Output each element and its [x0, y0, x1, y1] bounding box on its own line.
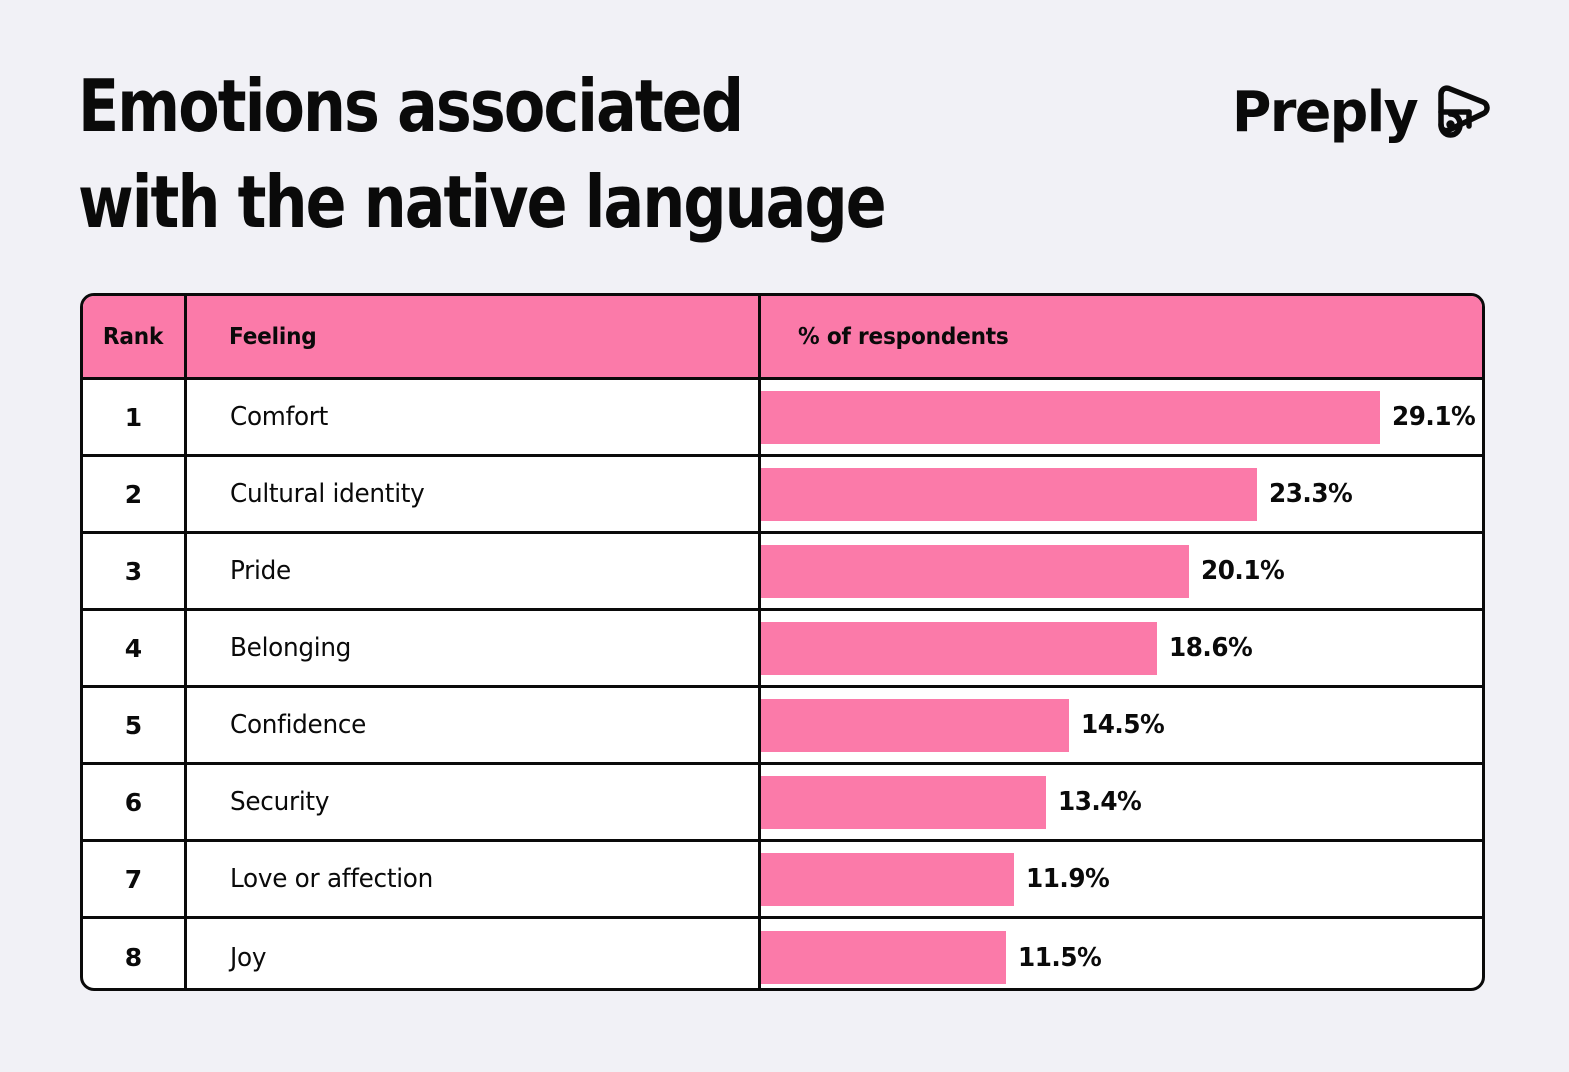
cell-feeling: Love or affection: [187, 842, 761, 916]
header-label-percent: % of respondents: [798, 323, 1009, 350]
table-body: 1 Comfort 29.1% 2 Cultural identity 23.3% 3 Pri…: [83, 380, 1482, 988]
cell-percent: 20.1%: [761, 534, 1482, 608]
percent-bar: [761, 390, 1380, 444]
percent-value-label: 23.3%: [1268, 479, 1353, 509]
table-row: 2 Cultural identity 23.3%: [83, 457, 1482, 534]
header-label-feeling: Feeling: [229, 323, 317, 350]
rank-value: 6: [124, 787, 143, 817]
percent-value-label: 20.1%: [1200, 556, 1285, 586]
header-cell-feeling: Feeling: [187, 296, 761, 377]
percent-value-label: 29.1%: [1391, 402, 1476, 432]
cell-feeling: Cultural identity: [187, 457, 761, 531]
table-row: 7 Love or affection 11.9%: [83, 842, 1482, 919]
page-title-line-1: Emotions associated: [78, 64, 744, 148]
cell-feeling: Joy: [187, 919, 761, 988]
feeling-value: Security: [230, 787, 330, 817]
cell-feeling: Belonging: [187, 611, 761, 685]
table-row: 1 Comfort 29.1%: [83, 380, 1482, 457]
cell-percent: 18.6%: [761, 611, 1482, 685]
cell-percent: 29.1%: [761, 380, 1482, 454]
cell-feeling: Pride: [187, 534, 761, 608]
table-row: 5 Confidence 14.5%: [83, 688, 1482, 765]
feeling-value: Comfort: [230, 402, 329, 432]
page-title-line-2: with the native language: [78, 160, 887, 244]
percent-value-label: 11.5%: [1017, 942, 1102, 973]
percent-bar: [761, 775, 1047, 829]
emotions-table: Rank Feeling % of respondents 1 Comfort 29…: [80, 293, 1485, 991]
table-header-row: Rank Feeling % of respondents: [83, 296, 1482, 380]
cell-percent: 11.5%: [761, 919, 1482, 988]
header-cell-rank: Rank: [83, 296, 187, 377]
feeling-value: Confidence: [230, 710, 367, 740]
feeling-value: Belonging: [230, 633, 352, 663]
percent-bar: [761, 852, 1015, 906]
percent-bar: [761, 544, 1189, 598]
rank-value: 8: [124, 943, 143, 972]
cell-rank: 5: [83, 688, 187, 762]
rank-value: 1: [124, 402, 143, 432]
cell-feeling: Comfort: [187, 380, 761, 454]
percent-bar: [761, 621, 1157, 675]
cell-percent: 13.4%: [761, 765, 1482, 839]
preply-logo[interactable]: Preply: [1232, 82, 1491, 144]
cell-rank: 4: [83, 611, 187, 685]
cell-rank: 6: [83, 765, 187, 839]
percent-value-label: 11.9%: [1026, 864, 1110, 894]
cell-rank: 2: [83, 457, 187, 531]
preply-play-bubble-icon: [1433, 82, 1491, 144]
page-title: Emotions associated with the native lang…: [78, 58, 1092, 250]
rank-value: 7: [124, 864, 143, 894]
feeling-value: Love or affection: [230, 864, 434, 894]
feeling-value: Cultural identity: [230, 479, 425, 509]
cell-percent: 14.5%: [761, 688, 1482, 762]
rank-value: 4: [124, 633, 143, 663]
rank-value: 2: [124, 479, 143, 509]
cell-rank: 7: [83, 842, 187, 916]
logo-wordmark: Preply: [1232, 80, 1419, 145]
percent-value-label: 14.5%: [1081, 710, 1165, 740]
feeling-value: Joy: [230, 942, 267, 973]
cell-feeling: Confidence: [187, 688, 761, 762]
percent-bar: [761, 467, 1257, 521]
cell-rank: 3: [83, 534, 187, 608]
cell-rank: 1: [83, 380, 187, 454]
table-row: 3 Pride 20.1%: [83, 534, 1482, 611]
header-cell-percent: % of respondents: [761, 296, 1482, 377]
table-row: 8 Joy 11.5%: [83, 919, 1482, 988]
cell-percent: 11.9%: [761, 842, 1482, 916]
table-row: 4 Belonging 18.6%: [83, 611, 1482, 688]
cell-percent: 23.3%: [761, 457, 1482, 531]
percent-value-label: 18.6%: [1168, 633, 1253, 663]
table-row: 6 Security 13.4%: [83, 765, 1482, 842]
percent-bar: [761, 931, 1006, 984]
rank-value: 3: [124, 556, 143, 586]
header: Emotions associated with the native lang…: [78, 58, 1491, 244]
cell-rank: 8: [83, 919, 187, 988]
percent-bar: [761, 698, 1070, 752]
header-label-rank: Rank: [103, 323, 164, 350]
cell-feeling: Security: [187, 765, 761, 839]
rank-value: 5: [124, 710, 143, 740]
percent-value-label: 13.4%: [1058, 787, 1142, 817]
feeling-value: Pride: [230, 556, 291, 586]
